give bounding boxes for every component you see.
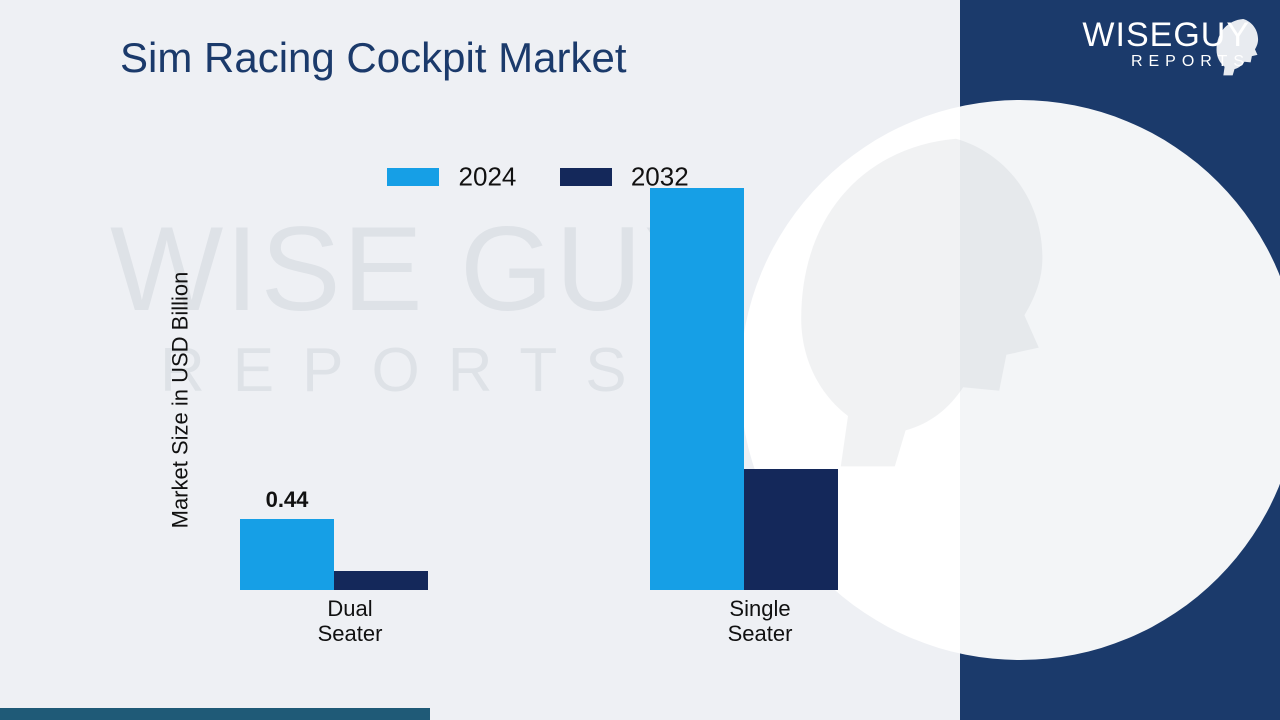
bar-group-single-seater: Single Seater [650,170,870,590]
bar-group-dual-seater: 0.44 Dual Seater [240,170,460,590]
chart-title: Sim Racing Cockpit Market [120,34,626,82]
bar-chart: Market Size in USD Billion 2024 2032 0.4… [100,130,920,670]
bar-dual-2032 [334,571,428,590]
plot-area: 2024 2032 0.44 Dual Seater Single [150,170,890,590]
bar-single-2032 [744,469,838,590]
bar-single-2024 [650,188,744,590]
brand-logo: WISEGUY REPORTS [1082,18,1250,70]
brand-logo-sub: REPORTS [1082,54,1250,70]
legend-label-2024: 2024 [459,162,517,192]
legend-swatch-2032 [560,168,612,186]
x-label-single-seater: Single Seater [728,596,793,647]
x-label-dual-seater: Dual Seater [318,596,383,647]
brand-logo-main: WISEGUY [1082,18,1250,52]
report-chart-card: WISE GUY REPORTS WISEGUY REPORTS Sim Rac… [0,0,1280,720]
bottom-accent-bar [0,708,430,720]
bar-label-dual-2024: 0.44 [266,487,309,513]
bar-dual-2024 [240,519,334,590]
